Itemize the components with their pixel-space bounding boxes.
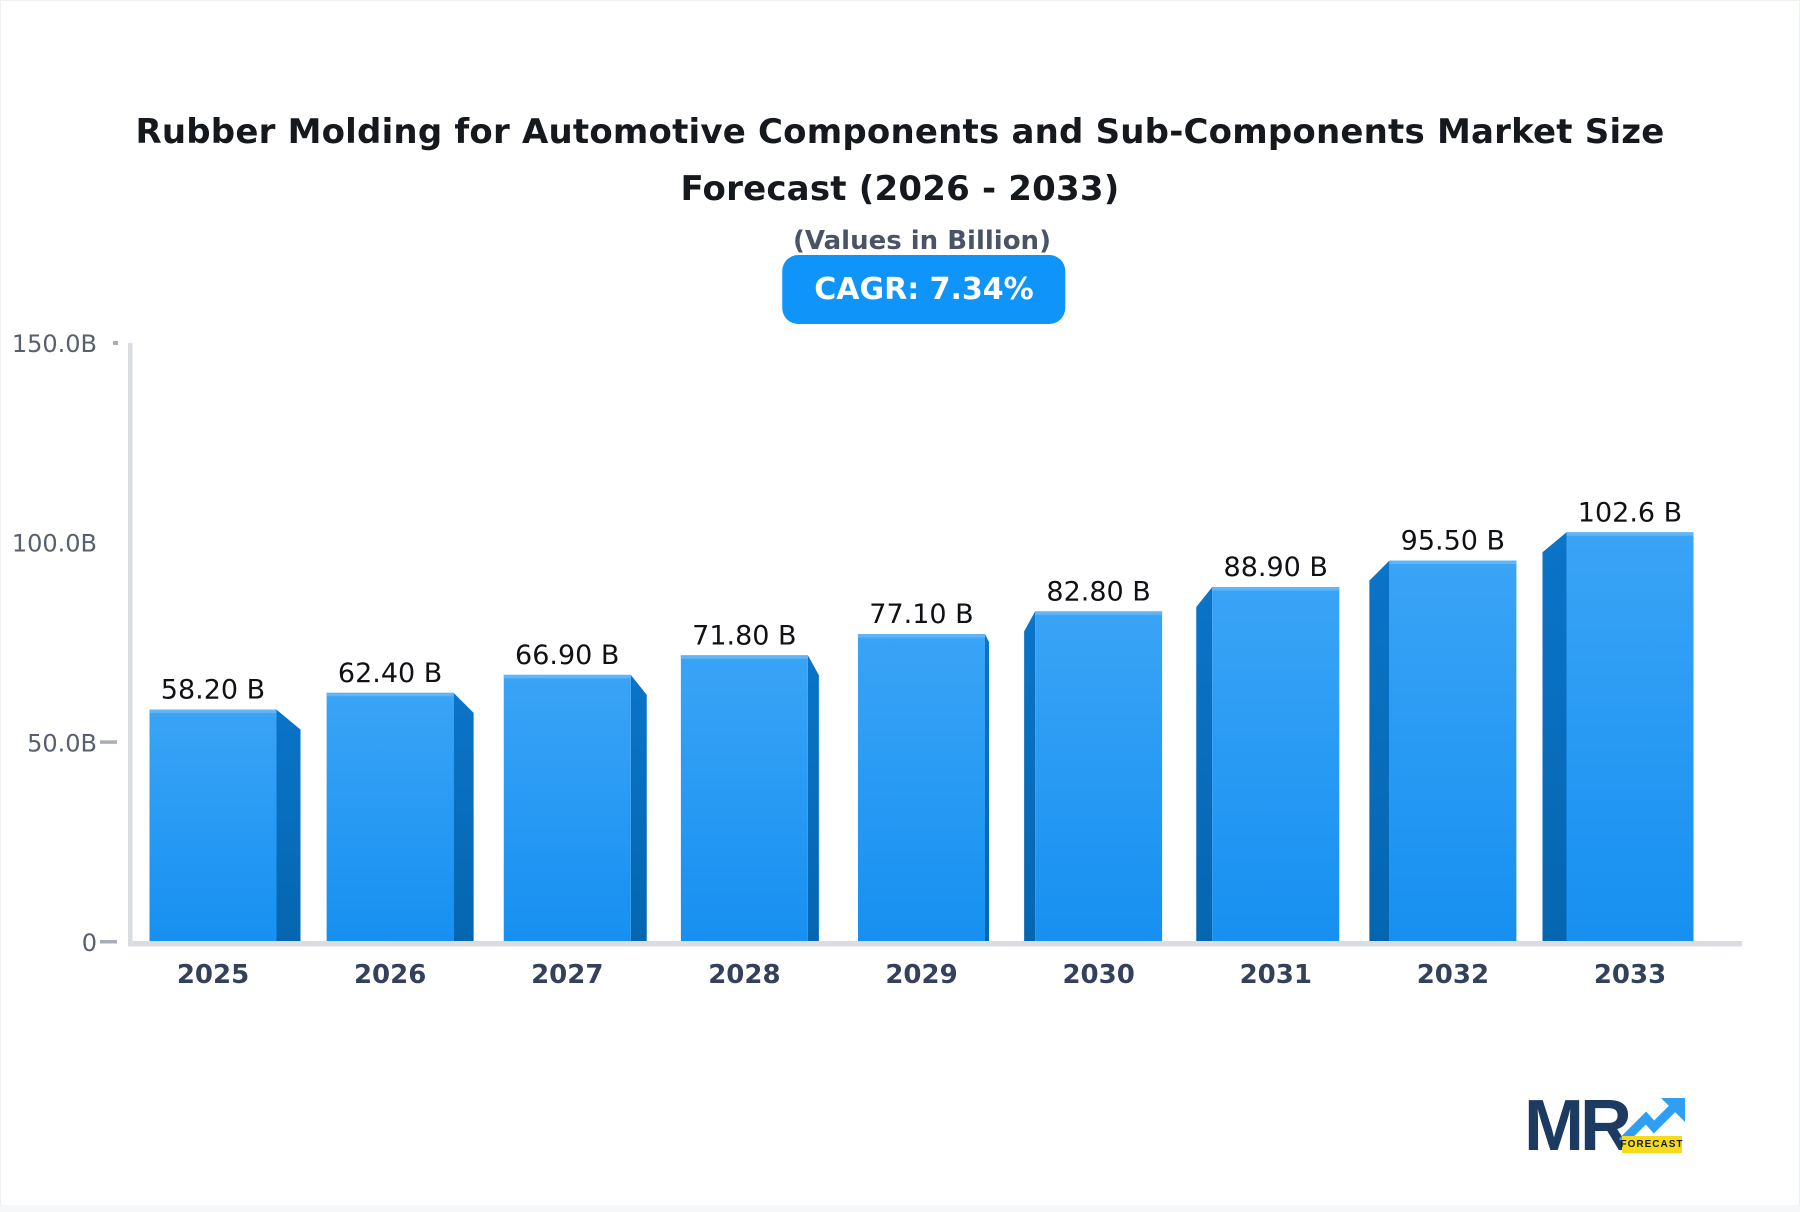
mr-forecast-logo: MR FORECAST (1524, 1090, 1704, 1170)
footer-strip (0, 1205, 1800, 1212)
bar-2030 (1035, 611, 1163, 942)
y-axis-tick (100, 740, 117, 744)
bar-2032 (1389, 560, 1517, 942)
trend-arrow-icon (1619, 1098, 1685, 1146)
bar-side-2033 (1542, 532, 1567, 942)
y-axis-label: 0 (82, 929, 97, 957)
bar-value-label: 77.10 B (869, 599, 973, 630)
y-axis-label: 150.0B (12, 330, 97, 358)
bar-side-2026 (453, 692, 474, 942)
logo-mr-text: MR (1524, 1086, 1632, 1166)
x-axis-label: 2028 (708, 960, 780, 990)
bar-side-2027 (630, 674, 647, 942)
bar-2028 (680, 655, 808, 942)
bar-2033 (1566, 532, 1694, 942)
bar-2026 (326, 692, 454, 942)
chart-subtitle: (Values in Billion) (793, 226, 1051, 256)
bar-value-label: 66.90 B (515, 640, 619, 671)
x-axis-label: 2027 (531, 960, 603, 990)
x-axis-label: 2031 (1240, 960, 1312, 990)
bar-value-label: 88.90 B (1224, 552, 1328, 583)
chart-title-line1: Rubber Molding for Automotive Components… (135, 112, 1665, 152)
x-axis-label: 2025 (177, 960, 249, 990)
bar-top-highlight (1035, 611, 1163, 615)
x-axis-line (128, 941, 1742, 947)
bar-side-2032 (1369, 560, 1390, 942)
bar-value-label: 95.50 B (1401, 526, 1505, 557)
bar-2027 (503, 674, 631, 942)
x-axis-label: 2026 (354, 960, 426, 990)
bar-side-2029 (985, 634, 989, 942)
bar-side-2030 (1024, 611, 1036, 942)
bar-top-highlight (858, 634, 985, 638)
x-axis-label: 2029 (885, 960, 957, 990)
bar-top-highlight (149, 709, 277, 714)
y-axis-label: 100.0B (12, 530, 97, 558)
x-axis-label: 2030 (1062, 960, 1134, 990)
bar-value-label: 58.20 B (161, 675, 265, 706)
bar-top-highlight (1566, 532, 1694, 536)
bar-value-label: 62.40 B (338, 658, 442, 689)
cagr-badge: CAGR: 7.34% (782, 255, 1066, 324)
y-axis-tick (113, 341, 118, 345)
y-axis-label: 50.0B (27, 729, 97, 757)
chart-title-line2: Forecast (2026 - 2033) (680, 169, 1120, 209)
bar-side-2028 (807, 655, 819, 942)
bar-side-2025 (276, 709, 301, 942)
x-axis-label: 2033 (1594, 960, 1666, 990)
bar-top-highlight (680, 655, 808, 659)
bar-top-highlight (1389, 560, 1517, 565)
bar-top-highlight (326, 692, 454, 697)
bar-top-highlight (503, 674, 631, 679)
bar-2029 (858, 634, 985, 942)
x-axis-label: 2032 (1417, 960, 1489, 990)
bar-2031 (1212, 586, 1340, 942)
bar-value-label: 71.80 B (692, 620, 796, 651)
y-axis-tick (100, 940, 117, 944)
bar-top-highlight (1212, 586, 1340, 591)
bar-value-label: 102.6 B (1578, 497, 1682, 528)
logo-forecast-badge: FORECAST (1621, 1136, 1683, 1153)
bar-2025 (149, 709, 277, 942)
bar-value-label: 82.80 B (1046, 576, 1150, 607)
y-axis-line (128, 343, 133, 946)
bar-side-2031 (1196, 586, 1213, 942)
